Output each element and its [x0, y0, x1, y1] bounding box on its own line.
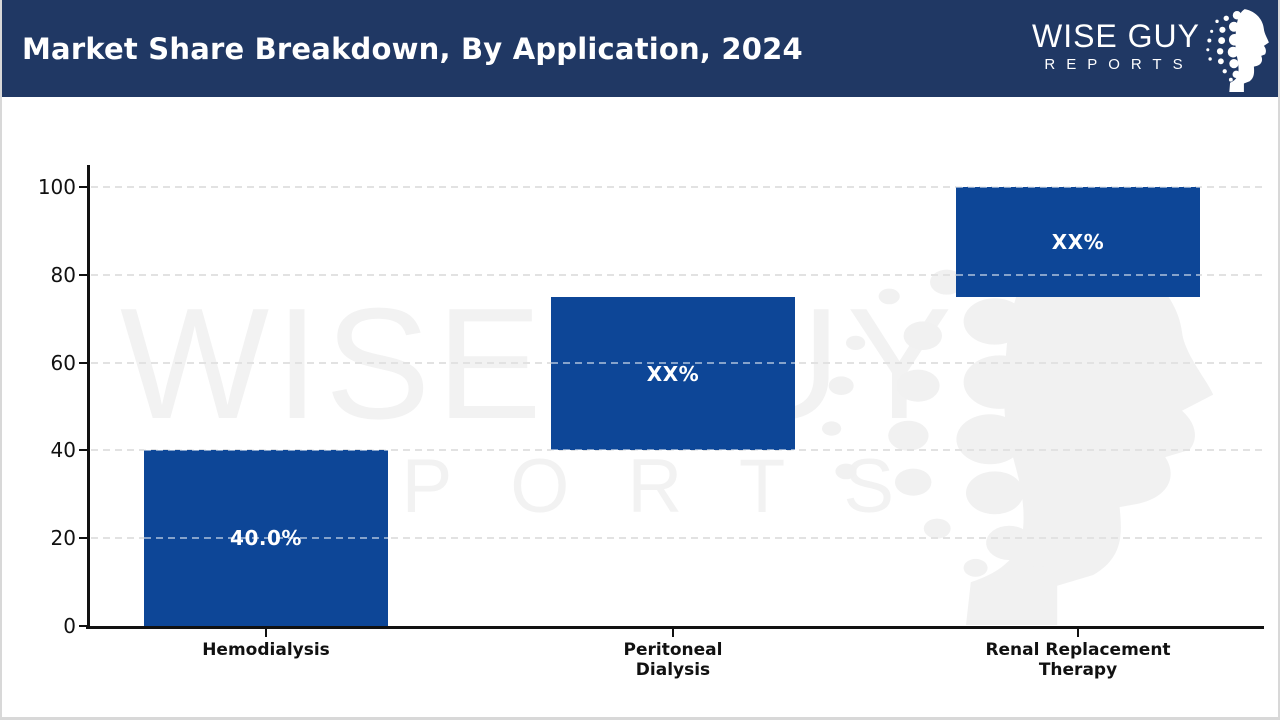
category-label: Peritoneal Dialysis — [623, 640, 723, 680]
gridline — [91, 186, 1264, 188]
y-axis-tick — [79, 625, 88, 627]
brand-text: WISE GUY REPORTS — [1032, 20, 1200, 73]
brand-logo: WISE GUY REPORTS — [1022, 4, 1272, 94]
brand-reports-label: REPORTS — [1044, 56, 1194, 73]
header: Market Share Breakdown, By Application, … — [2, 0, 1278, 97]
category-label: Hemodialysis — [202, 640, 330, 660]
y-axis-tick — [79, 273, 88, 276]
gridline-over-bar — [144, 537, 388, 540]
y-axis-tick — [79, 361, 88, 364]
y-axis-tick — [79, 186, 88, 188]
bar-segment — [551, 296, 795, 451]
gridline — [91, 273, 1264, 276]
gridline — [91, 537, 1264, 540]
x-axis-tick — [1077, 629, 1079, 637]
page-title: Market Share Breakdown, By Application, … — [22, 31, 803, 66]
bar-value-label: 40.0% — [230, 526, 302, 551]
y-tick-label: 80 — [50, 262, 76, 287]
y-tick-label: 0 — [63, 614, 76, 638]
y-tick-label: 60 — [50, 350, 76, 375]
gridline-over-bar — [551, 449, 795, 452]
y-tick-label: 20 — [50, 526, 76, 551]
gridline-over-bar — [551, 361, 795, 364]
gridline-over-bar — [956, 273, 1200, 276]
gridline-over-bar — [144, 449, 388, 452]
bar-value-label: XX% — [646, 361, 700, 386]
y-axis-line — [87, 165, 90, 629]
x-axis-line — [86, 626, 1264, 629]
y-tick-label: 100 — [37, 175, 76, 199]
x-axis-tick — [265, 629, 267, 637]
x-axis-tick — [672, 629, 674, 637]
gridline-over-bar — [956, 186, 1200, 188]
y-axis-tick — [79, 449, 88, 452]
brand-name: WISE GUY — [1031, 18, 1200, 54]
y-tick-label: 40 — [50, 438, 76, 463]
y-axis-tick — [79, 537, 88, 540]
bar-value-label: XX% — [1051, 229, 1105, 254]
category-label: Renal Replacement Therapy — [985, 640, 1171, 680]
